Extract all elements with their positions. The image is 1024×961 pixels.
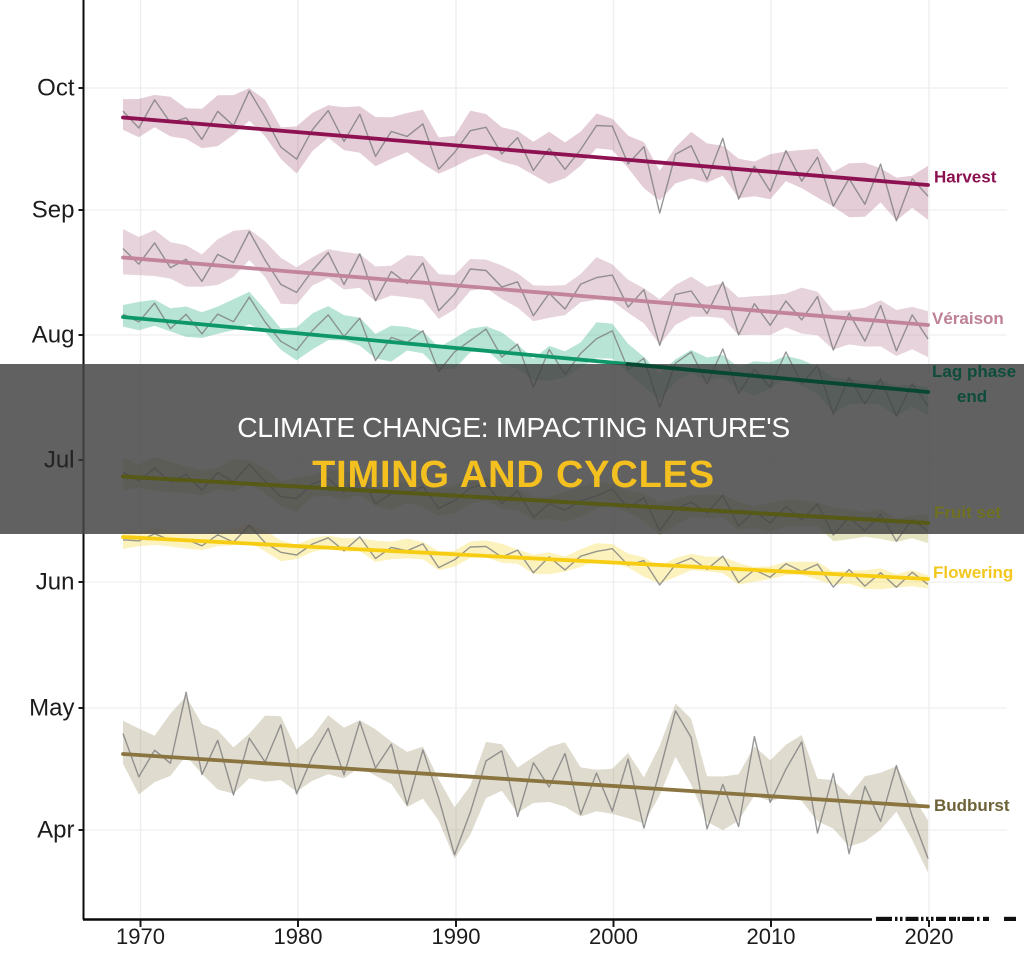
svg-text:Véraison: Véraison bbox=[932, 309, 1004, 328]
svg-text:2000: 2000 bbox=[589, 924, 638, 949]
svg-text:May: May bbox=[29, 695, 74, 722]
svg-text:TIMING AND CYCLES: TIMING AND CYCLES bbox=[312, 454, 715, 496]
svg-text:Jun: Jun bbox=[36, 569, 75, 596]
svg-text:Sep: Sep bbox=[32, 197, 75, 224]
svg-text:2020: 2020 bbox=[905, 924, 954, 949]
svg-text:Harvest: Harvest bbox=[934, 168, 997, 187]
svg-text:1980: 1980 bbox=[274, 924, 323, 949]
svg-text:Flowering: Flowering bbox=[933, 563, 1013, 582]
svg-text:CLIMATE CHANGE: IMPACTING NATU: CLIMATE CHANGE: IMPACTING NATURE'S bbox=[237, 411, 790, 443]
svg-text:Aug: Aug bbox=[32, 322, 75, 349]
svg-text:Lag phase: Lag phase bbox=[932, 362, 1016, 381]
svg-text:1970: 1970 bbox=[116, 924, 165, 949]
svg-text:Budburst: Budburst bbox=[934, 796, 1010, 815]
svg-text:1990: 1990 bbox=[432, 924, 481, 949]
svg-text:Jul: Jul bbox=[44, 447, 75, 474]
svg-text:2010: 2010 bbox=[747, 924, 796, 949]
svg-text:Fruit set: Fruit set bbox=[934, 503, 1001, 522]
svg-text:Oct: Oct bbox=[37, 75, 75, 102]
svg-text:Apr: Apr bbox=[37, 817, 74, 844]
svg-text:end: end bbox=[957, 387, 987, 406]
